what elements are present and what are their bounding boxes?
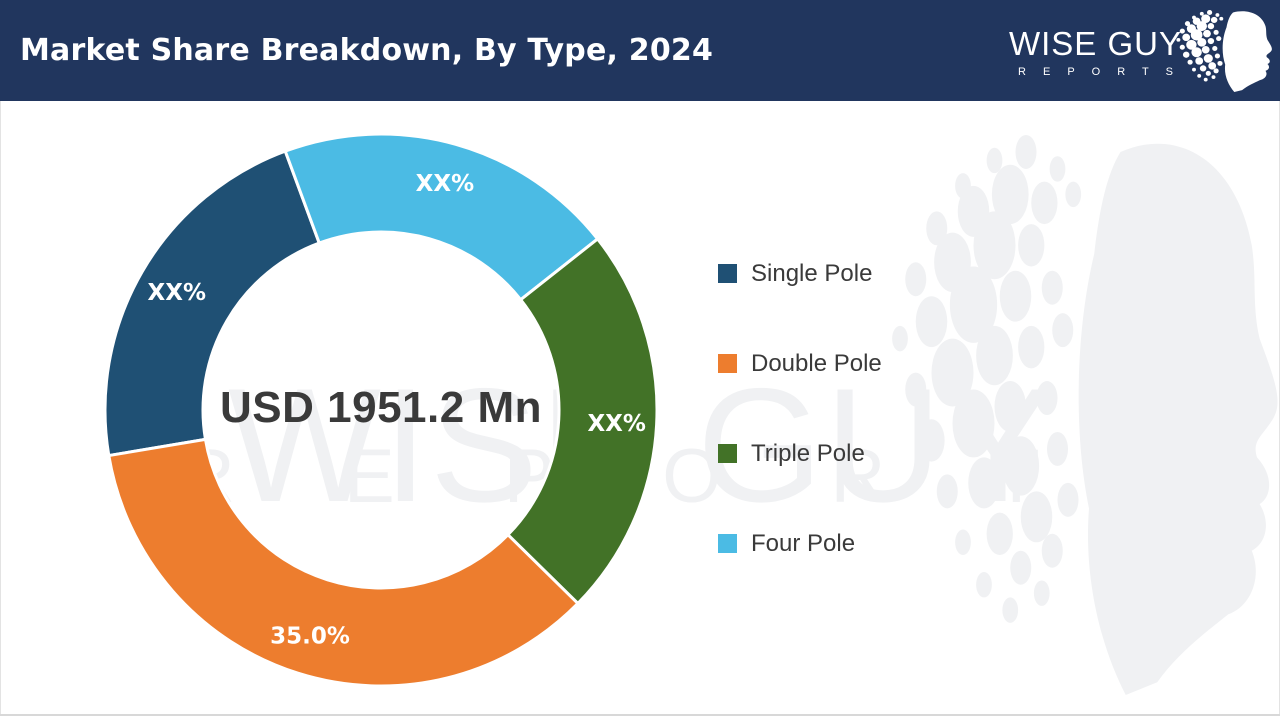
- donut-segment-four-pole: [283, 132, 600, 302]
- header-bar: Market Share Breakdown, By Type, 2024 WI…: [0, 0, 1280, 101]
- logo-reports-text: R E P O R T S: [1018, 65, 1180, 78]
- donut-segment-single-pole: [103, 149, 321, 458]
- legend-label-triple-pole: Triple Pole: [751, 439, 865, 467]
- legend-item-four-pole: Four Pole: [718, 529, 882, 558]
- legend-swatch-triple-pole: [718, 444, 737, 463]
- slice-label-four-pole: XX%: [416, 171, 475, 197]
- donut-segment-double-pole: [107, 437, 580, 688]
- page-title: Market Share Breakdown, By Type, 2024: [20, 33, 714, 68]
- bottom-rule: [0, 714, 1280, 716]
- slice-label-single-pole: XX%: [148, 280, 207, 306]
- slice-label-triple-pole: XX%: [587, 411, 646, 437]
- logo-wordmark: WISE GUY: [1008, 24, 1182, 62]
- legend-label-double-pole: Double Pole: [751, 349, 882, 377]
- donut-chart: XX% XX% XX% 35.0%: [103, 132, 659, 688]
- legend-swatch-four-pole: [718, 534, 737, 553]
- legend-swatch-double-pole: [718, 354, 737, 373]
- legend-label-single-pole: Single Pole: [751, 259, 873, 287]
- donut-segment-triple-pole: [506, 237, 659, 605]
- left-rule: [0, 101, 1, 716]
- legend-item-single-pole: Single Pole: [718, 259, 882, 288]
- donut-center-value: USD 1951.2 Mn: [220, 383, 542, 432]
- legend-item-triple-pole: Triple Pole: [718, 439, 882, 468]
- wiseguy-face-icon: [1176, 10, 1272, 92]
- slice-label-double-pole: 35.0%: [270, 623, 350, 649]
- watermark-face-icon: [892, 135, 1278, 695]
- legend-label-four-pole: Four Pole: [751, 529, 856, 557]
- chart-legend: Single Pole Double Pole Triple Pole Four Po…: [718, 259, 882, 558]
- legend-item-double-pole: Double Pole: [718, 349, 882, 378]
- legend-swatch-single-pole: [718, 264, 737, 283]
- wiseguy-logo: WISE GUY R E P O R T S: [1009, 8, 1272, 94]
